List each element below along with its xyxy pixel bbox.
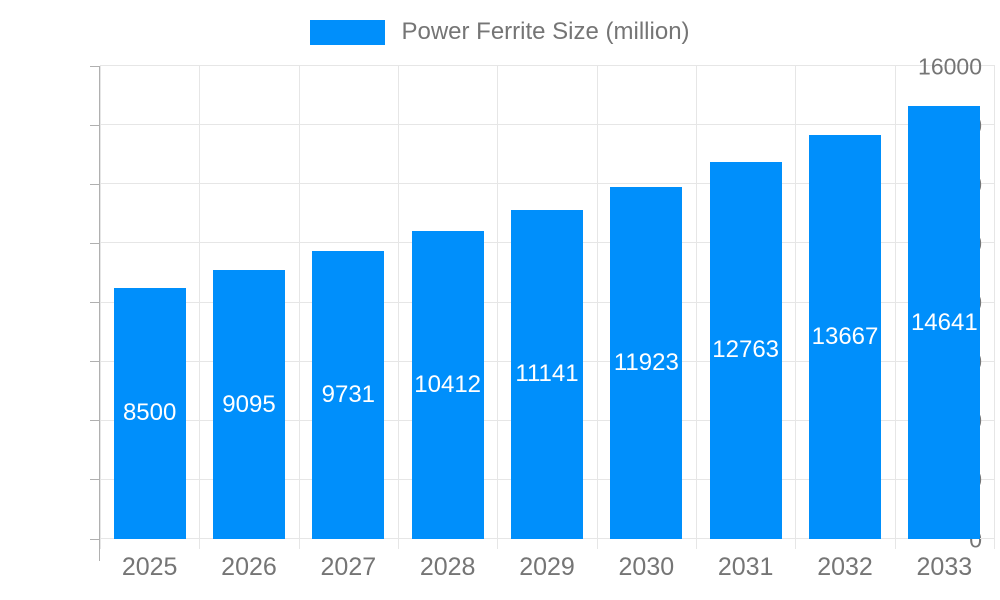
x-axis-label: 2032 [817,553,873,581]
y-axis-tick [90,124,99,126]
bar-value-label: 8500 [122,399,177,427]
legend-swatch [310,19,386,45]
bar-value-label: 11923 [613,348,679,376]
legend-label: Power Ferrite Size (million) [401,18,690,45]
bar-value-label: 11141 [515,360,579,388]
x-axis-label: 2029 [519,553,575,581]
bar-value-label: 12763 [712,336,780,364]
y-axis-tick [90,361,99,363]
bar-2032[interactable]: 13667 [809,134,881,539]
gridline-vertical [497,66,499,549]
bar-2030[interactable]: 11923 [610,186,683,539]
y-axis-line [99,66,100,561]
y-axis-tick [90,65,99,67]
plot-area: 0200040006000800010000120001400016000850… [90,53,995,581]
legend[interactable]: Power Ferrite Size (million) [0,18,1000,46]
bar-value-label: 13667 [811,323,879,350]
x-axis-label: 2027 [320,553,377,581]
y-axis-tick [90,420,99,422]
bar-2026[interactable]: 9095 [212,270,285,539]
bar-2025[interactable]: 8500 [113,287,186,539]
bar-value-label: 14641 [910,308,978,336]
y-axis-label: 16000 [918,53,982,79]
x-axis-label: 2028 [419,553,476,581]
bar-2028[interactable]: 10412 [411,231,484,539]
bar-2027[interactable]: 9731 [312,251,385,539]
y-axis-tick [90,538,99,540]
gridline-vertical [795,66,797,549]
gridline-horizontal [100,183,994,185]
gridline-vertical [894,66,896,549]
gridline-vertical [100,66,101,549]
y-axis-tick [90,302,99,303]
gridline-vertical [596,66,598,549]
gridline-vertical [397,66,399,549]
x-axis-label: 2031 [717,553,774,581]
x-axis-label: 2026 [221,553,277,581]
x-axis-label: 2030 [618,553,675,581]
y-axis-tick [90,479,99,481]
bar-value-label: 9731 [321,381,376,409]
gridline-vertical [298,66,300,549]
x-axis-label: 2025 [121,553,178,581]
x-axis-label: 2033 [916,553,973,581]
bar-2029[interactable]: 11141 [511,209,583,539]
bar-value-label: 10412 [414,371,482,399]
bar-value-label: 9095 [222,390,276,418]
bar-2031[interactable]: 12763 [709,161,782,539]
y-axis-tick [90,183,99,185]
gridline-vertical [994,66,995,549]
gridline-vertical [695,66,697,549]
gridline-vertical [199,66,201,549]
bar-2033[interactable]: 14641 [908,106,981,539]
y-axis-tick [90,242,99,244]
gridline-horizontal [100,124,994,126]
